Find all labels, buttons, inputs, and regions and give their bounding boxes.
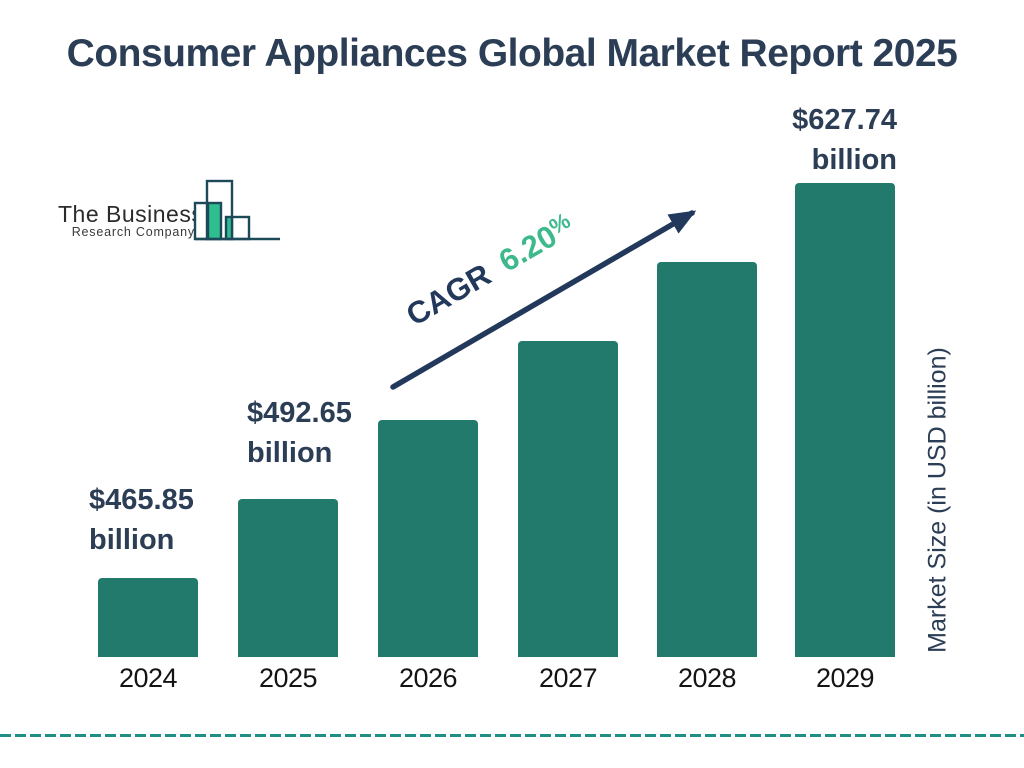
x-tick-2029: 2029 bbox=[815, 663, 875, 693]
logo-company-subtitle: Research Company bbox=[71, 225, 195, 239]
value-label-2025: $492.65 billion bbox=[247, 393, 352, 473]
value-unit: billion bbox=[89, 524, 175, 556]
bar-2028 bbox=[657, 262, 757, 657]
x-tick-2025: 2025 bbox=[258, 663, 318, 693]
cagr-value: 6.20% bbox=[493, 208, 580, 279]
x-tick-2024: 2024 bbox=[118, 663, 178, 693]
bar-2026 bbox=[378, 420, 478, 657]
x-tick-2028: 2028 bbox=[677, 663, 737, 693]
cagr-label: CAGR bbox=[400, 256, 497, 333]
bar-2024 bbox=[98, 578, 198, 657]
value-unit: billion bbox=[811, 144, 897, 176]
page-title: Consumer Appliances Global Market Report… bbox=[66, 32, 958, 75]
bar-2025 bbox=[238, 499, 338, 657]
value-amount: $492.65 bbox=[247, 397, 352, 429]
logo-company-name: The Business bbox=[58, 201, 204, 227]
company-logo-skyline-icon bbox=[193, 179, 280, 241]
bottom-divider-dashed-line bbox=[0, 734, 1024, 737]
y-axis-label: Market Size (in USD billion) bbox=[923, 347, 952, 653]
cagr-annotation: CAGR6.20% bbox=[400, 208, 581, 333]
x-tick-2027: 2027 bbox=[538, 663, 598, 693]
value-unit: billion bbox=[247, 437, 333, 469]
value-label-2029: $627.74 billion bbox=[647, 100, 897, 180]
x-tick-2026: 2026 bbox=[398, 663, 458, 693]
value-amount: $627.74 bbox=[792, 104, 897, 136]
bar-2029 bbox=[795, 183, 895, 657]
bar-2027 bbox=[518, 341, 618, 657]
value-amount: $465.85 bbox=[89, 484, 194, 516]
value-label-2024: $465.85 billion bbox=[89, 480, 194, 560]
